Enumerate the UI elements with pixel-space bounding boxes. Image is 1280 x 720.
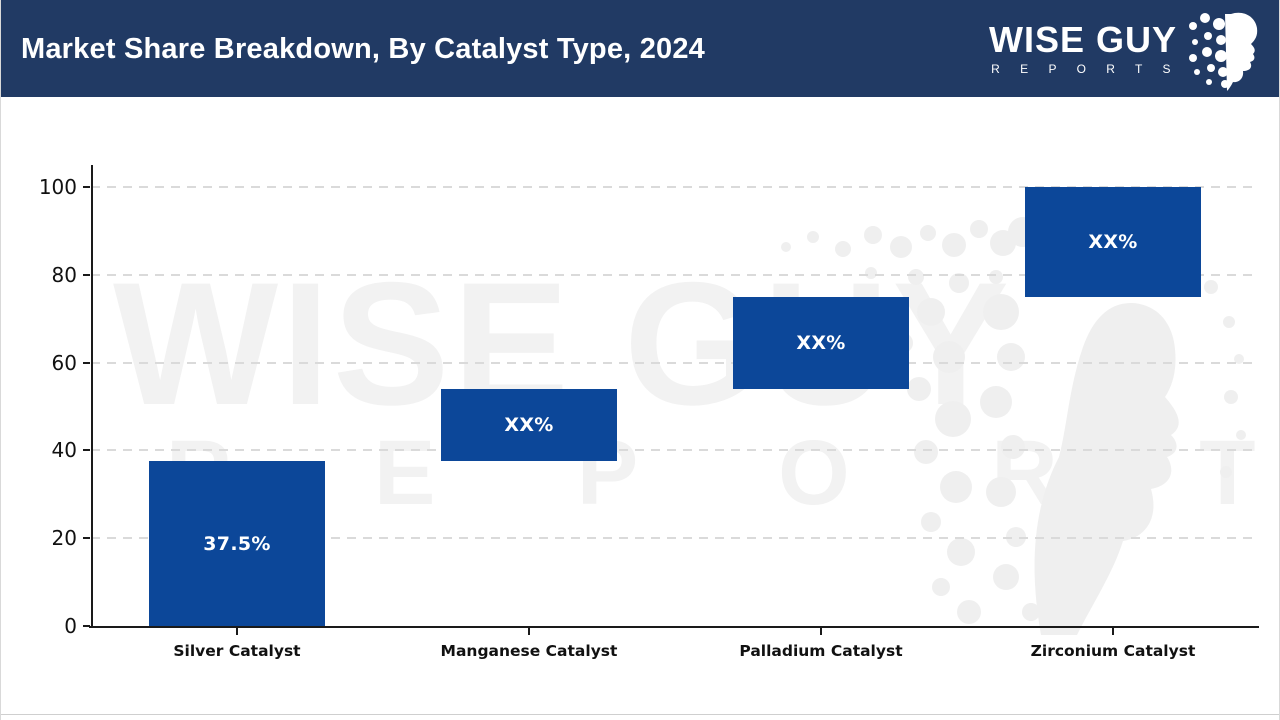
bar-value-label: XX% bbox=[796, 331, 846, 354]
bar-value-label: XX% bbox=[1088, 230, 1138, 253]
y-tick-label: 100 bbox=[38, 174, 77, 199]
bar-silver-catalyst: 37.5% bbox=[149, 461, 325, 626]
bar-manganese-catalyst: XX% bbox=[441, 388, 617, 462]
bar-zirconium-catalyst: XX% bbox=[1025, 186, 1201, 297]
y-tick-mark bbox=[83, 273, 90, 276]
x-category-label: Palladium Catalyst bbox=[739, 642, 903, 660]
brand-logo: WISE GUY R E P O R T S bbox=[987, 6, 1267, 92]
plot-area: 37.5% XX% XX% XX% bbox=[91, 165, 1259, 626]
brand-subtitle: R E P O R T S bbox=[991, 62, 1179, 76]
y-axis-line bbox=[91, 165, 93, 626]
brand-logo-text: WISE GUY R E P O R T S bbox=[987, 19, 1179, 77]
gridline bbox=[91, 361, 1259, 364]
x-tick-mark bbox=[820, 628, 822, 635]
y-tick-label: 80 bbox=[51, 262, 77, 287]
x-tick-mark bbox=[528, 628, 530, 635]
y-tick-label: 20 bbox=[51, 526, 77, 551]
x-tick-mark bbox=[1112, 628, 1114, 635]
y-tick-label: 0 bbox=[64, 614, 77, 638]
header-bar: Market Share Breakdown, By Catalyst Type… bbox=[1, 0, 1279, 97]
gridline bbox=[91, 273, 1259, 276]
y-tick-mark bbox=[83, 449, 90, 452]
chart-area: WISE GUY R E P O R T S bbox=[1, 97, 1279, 715]
y-tick-mark bbox=[83, 537, 90, 540]
bar-palladium-catalyst: XX% bbox=[733, 296, 909, 389]
x-tick-mark bbox=[236, 628, 238, 635]
x-category-label: Manganese Catalyst bbox=[440, 642, 618, 660]
y-tick-mark bbox=[83, 625, 90, 627]
bar-value-label: 37.5% bbox=[203, 532, 271, 555]
gridline bbox=[91, 449, 1259, 452]
brand-face-icon bbox=[1189, 12, 1258, 92]
brand-name: WISE GUY bbox=[989, 19, 1178, 60]
face-dots-watermark bbox=[781, 207, 1246, 635]
page-title: Market Share Breakdown, By Catalyst Type… bbox=[21, 33, 706, 65]
x-axis-line bbox=[89, 626, 1259, 628]
bottom-border bbox=[1, 714, 1279, 715]
gridline bbox=[91, 185, 1259, 188]
gridline bbox=[91, 537, 1259, 540]
x-category-label: Zirconium Catalyst bbox=[1030, 642, 1196, 660]
y-tick-mark bbox=[83, 361, 90, 364]
y-tick-label: 60 bbox=[51, 350, 77, 375]
y-tick-label: 40 bbox=[51, 438, 77, 463]
x-category-label: Silver Catalyst bbox=[173, 642, 301, 660]
bar-value-label: XX% bbox=[504, 414, 554, 437]
y-tick-mark bbox=[83, 185, 90, 188]
